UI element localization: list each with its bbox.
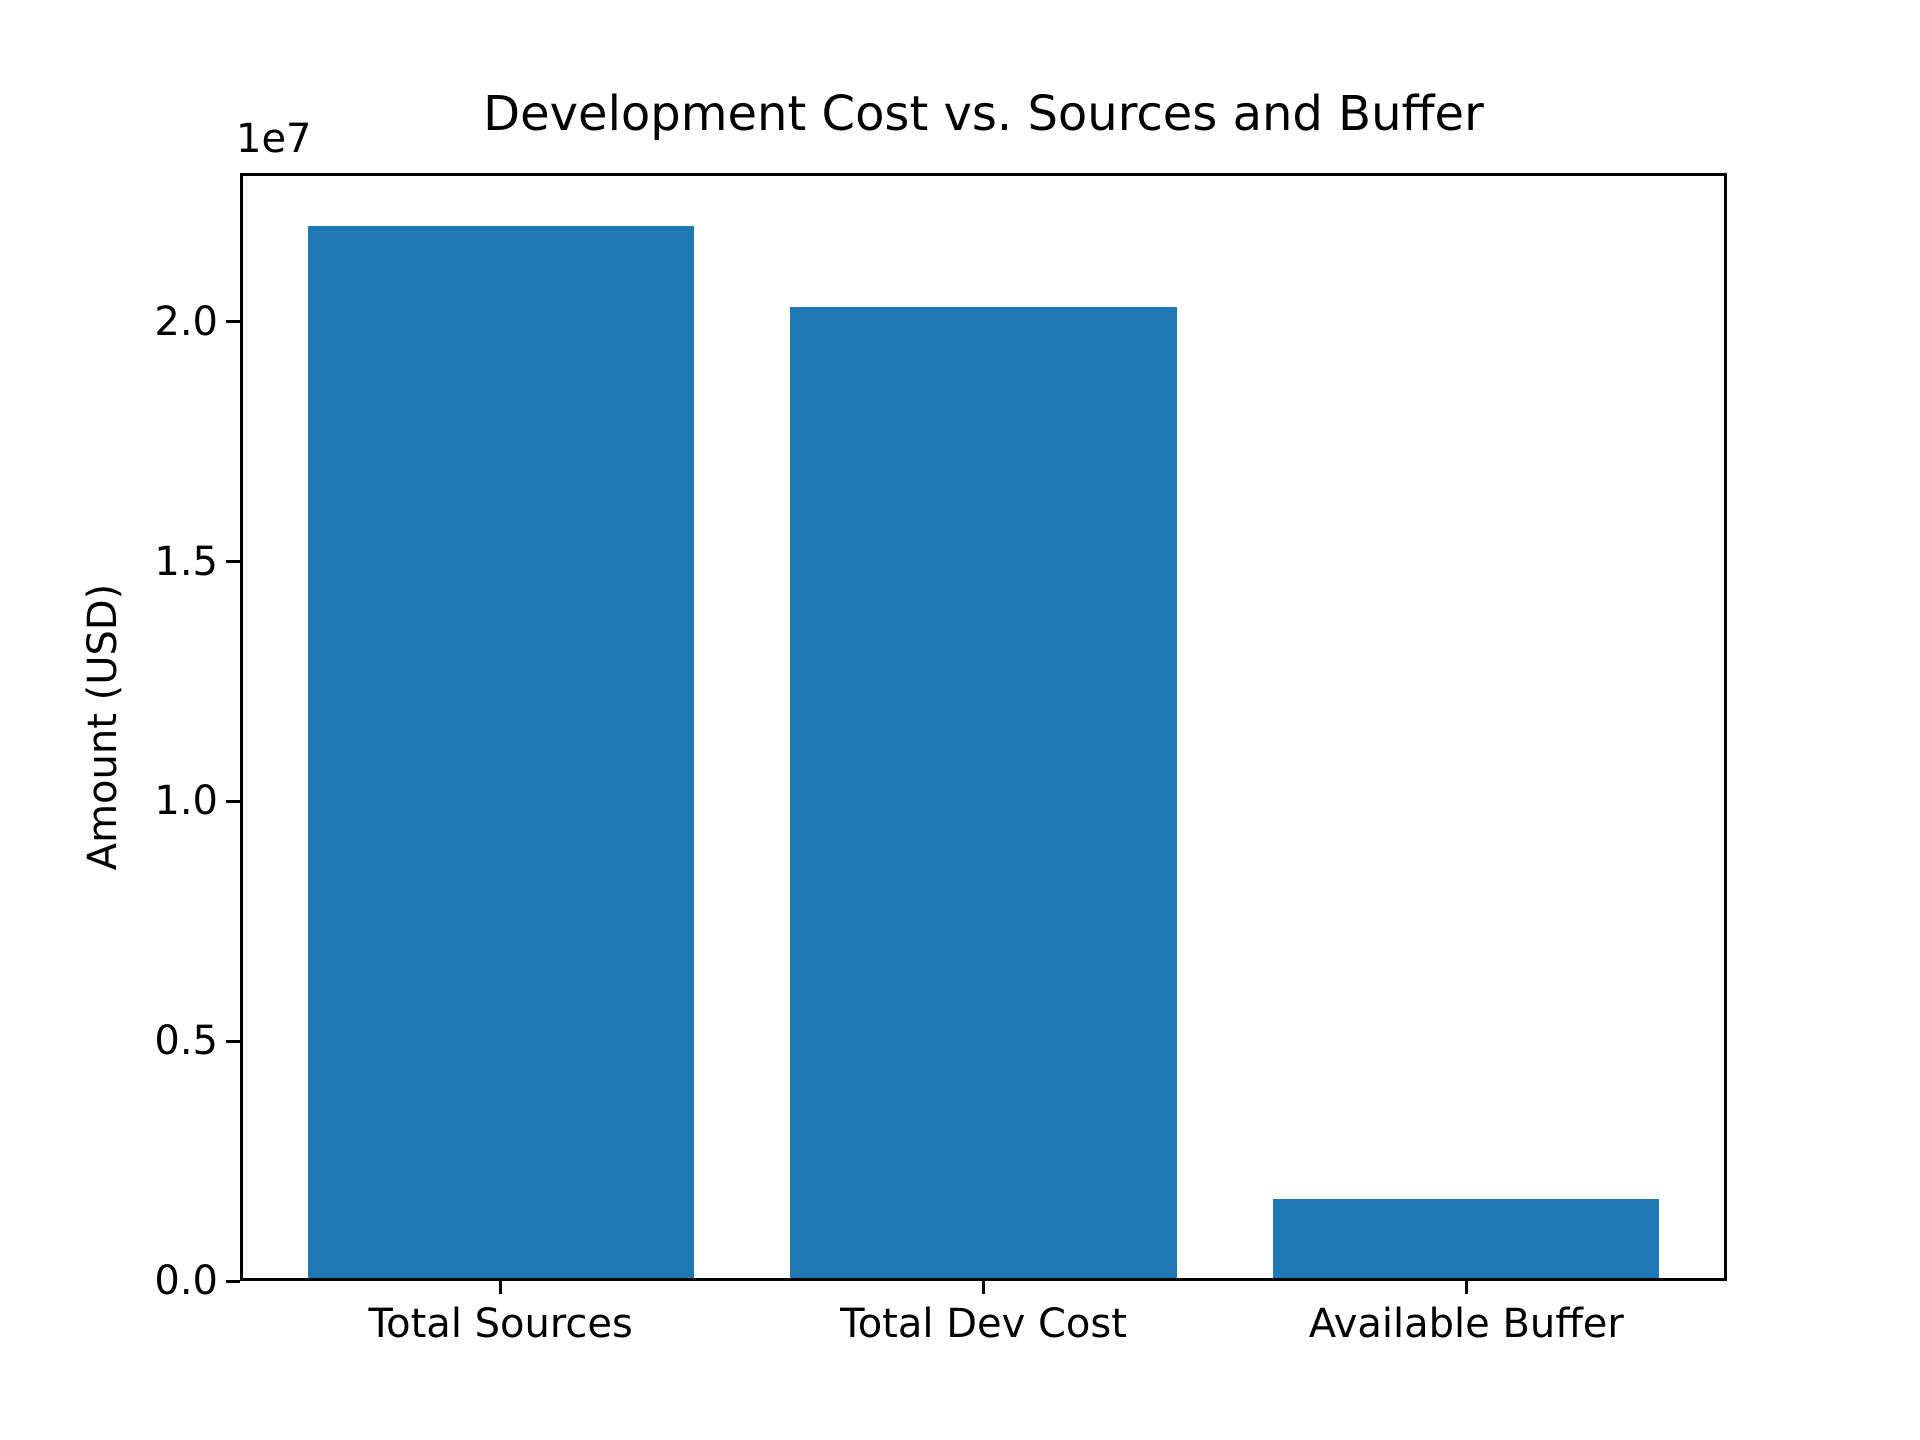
x-tick-label-total-sources: Total Sources	[368, 1301, 633, 1347]
y-tick-label-1.5: 1.5	[154, 538, 218, 585]
y-tick-mark	[226, 1039, 240, 1043]
y-tick-label-1.0: 1.0	[154, 778, 218, 825]
bar-total-sources	[307, 225, 694, 1281]
y-tick-label-2.0: 2.0	[154, 298, 218, 345]
bar-total-dev-cost	[790, 307, 1177, 1281]
y-tick-mark	[226, 320, 240, 324]
y-tick-mark	[226, 1279, 240, 1283]
y-axis-offset-text: 1e7	[236, 116, 312, 162]
y-tick-label-0.0: 0.0	[154, 1258, 218, 1304]
x-tick-mark	[982, 1281, 985, 1294]
y-tick-mark	[226, 560, 240, 564]
chart-title: Development Cost vs. Sources and Buffer	[483, 86, 1484, 142]
y-tick-mark	[226, 799, 240, 803]
bar-available-buffer	[1273, 1199, 1660, 1281]
x-tick-label-available-buffer: Available Buffer	[1308, 1301, 1624, 1347]
y-tick-label-0.5: 0.5	[154, 1018, 218, 1065]
x-tick-mark	[499, 1281, 503, 1294]
x-tick-label-total-dev-cost: Total Dev Cost	[840, 1301, 1127, 1347]
x-tick-mark	[1464, 1281, 1468, 1294]
y-axis-label: Amount (USD)	[80, 583, 126, 871]
